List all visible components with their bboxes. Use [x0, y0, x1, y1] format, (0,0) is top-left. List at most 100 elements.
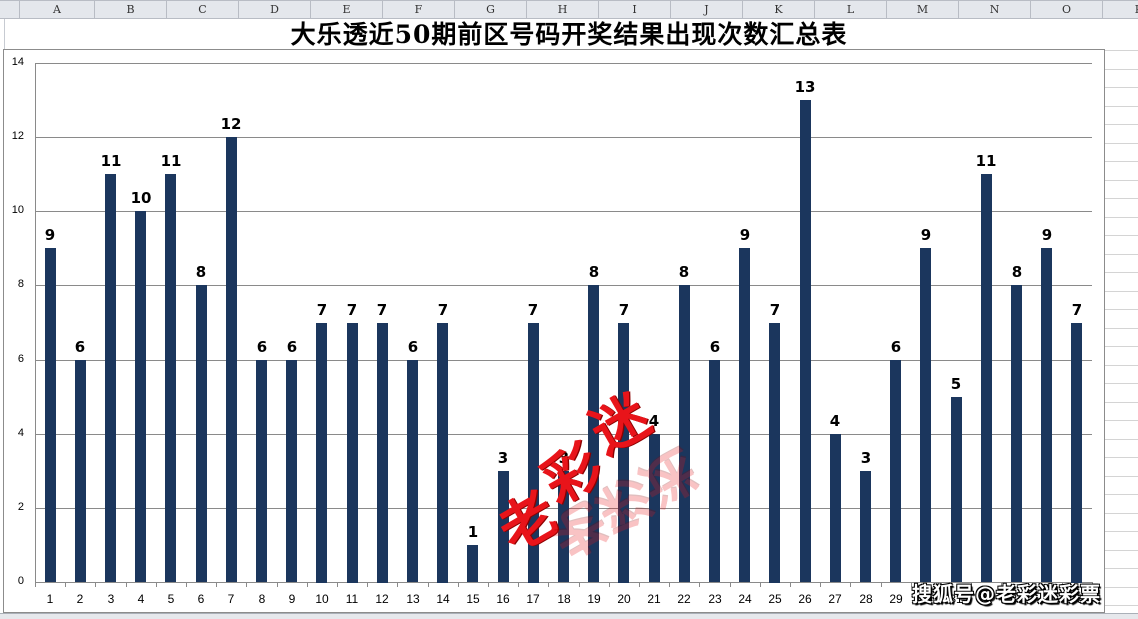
data-label: 6 — [890, 338, 902, 356]
x-tick — [246, 582, 247, 587]
bar-7[interactable] — [226, 137, 237, 582]
x-tick-label: 24 — [738, 592, 752, 606]
x-tick — [35, 582, 36, 587]
data-label: 12 — [220, 115, 242, 133]
y-tick-label: 2 — [17, 501, 24, 513]
column-header-o[interactable]: O — [1031, 1, 1103, 19]
data-label: 6 — [286, 338, 298, 356]
y-tick-label: 0 — [17, 575, 24, 587]
column-header-k[interactable]: K — [743, 1, 815, 19]
x-tick — [428, 582, 429, 587]
bar-9[interactable] — [286, 360, 297, 582]
bar-22[interactable] — [679, 285, 690, 582]
source-watermark: 搜狐号@老彩迷彩票 — [912, 582, 1101, 606]
bar-21[interactable] — [649, 434, 660, 582]
x-tick — [1062, 582, 1063, 587]
bar-34[interactable] — [1041, 248, 1052, 582]
bar-26[interactable] — [800, 100, 811, 582]
data-label: 9 — [920, 226, 932, 244]
bar-3[interactable] — [105, 174, 116, 582]
bar-13[interactable] — [407, 360, 418, 582]
x-tick-label: 7 — [227, 592, 235, 606]
data-label: 8 — [588, 263, 600, 281]
column-header-b[interactable]: B — [95, 1, 167, 19]
bar-6[interactable] — [196, 285, 207, 582]
bar-27[interactable] — [830, 434, 841, 582]
column-header-e[interactable]: E — [311, 1, 383, 19]
sheet-gridline — [1105, 87, 1138, 88]
select-all-corner[interactable] — [0, 1, 20, 19]
x-tick — [367, 582, 368, 587]
data-label: 5 — [950, 375, 962, 393]
column-header-n[interactable]: N — [959, 1, 1031, 19]
bar-29[interactable] — [890, 360, 901, 582]
data-label: 3 — [558, 449, 570, 467]
sheet-tab-bar[interactable] — [0, 613, 1138, 619]
bar-17[interactable] — [528, 323, 539, 583]
column-header-a[interactable]: A — [20, 1, 95, 19]
bar-16[interactable] — [498, 471, 509, 582]
x-tick — [639, 582, 640, 587]
x-tick-label: 3 — [107, 592, 115, 606]
bar-23[interactable] — [709, 360, 720, 582]
column-header-l[interactable]: L — [815, 1, 887, 19]
x-tick-label: 31 — [949, 592, 963, 606]
y-tick-label: 10 — [11, 204, 24, 216]
bar-8[interactable] — [256, 360, 267, 582]
column-header-j[interactable]: J — [671, 1, 743, 19]
bar-33[interactable] — [1011, 285, 1022, 582]
column-header-g[interactable]: G — [455, 1, 527, 19]
sheet-gridline — [1105, 457, 1138, 458]
x-tick-label: 14 — [436, 592, 450, 606]
column-header-m[interactable]: M — [887, 1, 959, 19]
data-label: 9 — [44, 226, 56, 244]
bar-30[interactable] — [920, 248, 931, 582]
chart-title: 大乐透近50期前区号码开奖结果出现次数汇总表 — [290, 20, 848, 49]
data-label: 6 — [256, 338, 268, 356]
bar-11[interactable] — [347, 323, 358, 583]
gridline — [35, 137, 1092, 138]
bar-24[interactable] — [739, 248, 750, 582]
bar-10[interactable] — [316, 323, 327, 583]
column-header-d[interactable]: D — [239, 1, 311, 19]
gridline — [35, 434, 1092, 435]
x-tick-label: 30 — [919, 592, 933, 606]
bar-5[interactable] — [165, 174, 176, 582]
column-header-h[interactable]: H — [527, 1, 599, 19]
bar-19[interactable] — [588, 285, 599, 582]
bar-20[interactable] — [618, 323, 629, 583]
data-label: 7 — [316, 301, 328, 319]
sheet-gridline — [1105, 198, 1138, 199]
sheet-gridline — [1105, 420, 1138, 421]
x-tick — [65, 582, 66, 587]
x-tick — [1092, 582, 1093, 587]
bar-2[interactable] — [75, 360, 86, 582]
x-tick — [397, 582, 398, 587]
x-tick-label: 10 — [315, 592, 329, 606]
y-tick-label: 6 — [17, 353, 24, 365]
sheet-gridline — [1105, 476, 1138, 477]
x-tick-label: 27 — [828, 592, 842, 606]
bar-14[interactable] — [437, 323, 448, 583]
x-tick — [609, 582, 610, 587]
bar-28[interactable] — [860, 471, 871, 582]
bar-32[interactable] — [981, 174, 992, 582]
bar-31[interactable] — [951, 397, 962, 582]
data-label: 3 — [497, 449, 509, 467]
bar-18[interactable] — [558, 471, 569, 582]
bar-1[interactable] — [45, 248, 56, 582]
bar-15[interactable] — [467, 545, 478, 582]
column-header-p[interactable]: P — [1103, 1, 1138, 19]
column-header-f[interactable]: F — [383, 1, 455, 19]
bar-4[interactable] — [135, 211, 146, 582]
bar-12[interactable] — [377, 323, 388, 583]
column-header-c[interactable]: C — [167, 1, 239, 19]
x-tick-label: 19 — [587, 592, 601, 606]
x-tick-label: 21 — [647, 592, 661, 606]
bar-25[interactable] — [769, 323, 780, 583]
bar-35[interactable] — [1071, 323, 1082, 583]
column-header-i[interactable]: I — [599, 1, 671, 19]
data-label: 4 — [648, 412, 660, 430]
x-tick-label: 2 — [76, 592, 84, 606]
x-tick — [850, 582, 851, 587]
